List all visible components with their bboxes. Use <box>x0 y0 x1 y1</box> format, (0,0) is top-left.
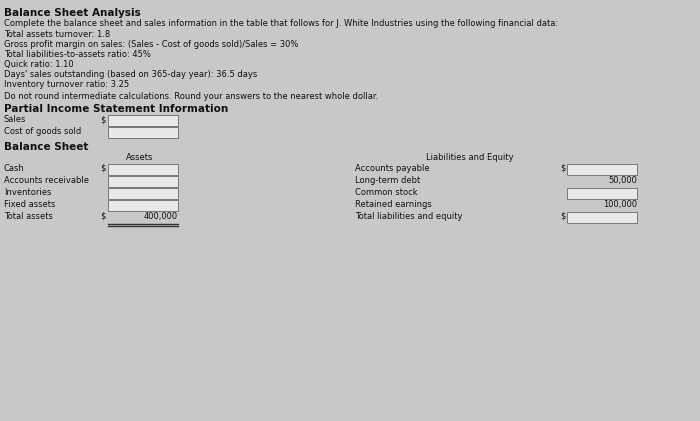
Text: Quick ratio: 1.10: Quick ratio: 1.10 <box>4 60 74 69</box>
Text: Retained earnings: Retained earnings <box>355 200 432 209</box>
Text: $: $ <box>560 164 566 173</box>
Text: Accounts receivable: Accounts receivable <box>4 176 89 185</box>
Text: Complete the balance sheet and sales information in the table that follows for J: Complete the balance sheet and sales inf… <box>4 19 558 28</box>
Text: Balance Sheet: Balance Sheet <box>4 142 88 152</box>
Bar <box>108 115 178 126</box>
Text: Liabilities and Equity: Liabilities and Equity <box>426 153 514 162</box>
Text: Fixed assets: Fixed assets <box>4 200 55 209</box>
Text: $: $ <box>100 164 106 173</box>
Text: $: $ <box>100 115 106 124</box>
Text: Long-term debt: Long-term debt <box>355 176 420 185</box>
Text: Balance Sheet Analysis: Balance Sheet Analysis <box>4 8 141 18</box>
Bar <box>108 200 178 211</box>
Text: Inventories: Inventories <box>4 188 51 197</box>
Bar <box>108 188 178 199</box>
Text: Total liabilities-to-assets ratio: 45%: Total liabilities-to-assets ratio: 45% <box>4 50 151 59</box>
Text: Do not round intermediate calculations. Round your answers to the nearest whole : Do not round intermediate calculations. … <box>4 92 378 101</box>
Text: Sales: Sales <box>4 115 27 124</box>
Text: Total assets turnover: 1.8: Total assets turnover: 1.8 <box>4 30 111 39</box>
Text: $: $ <box>100 212 106 221</box>
Bar <box>108 164 178 175</box>
Bar <box>567 212 637 223</box>
Text: Assets: Assets <box>126 153 154 162</box>
Text: Days' sales outstanding (based on 365-day year): 36.5 days: Days' sales outstanding (based on 365-da… <box>4 70 258 79</box>
Text: Accounts payable: Accounts payable <box>355 164 430 173</box>
Text: 100,000: 100,000 <box>603 200 637 209</box>
Text: Total liabilities and equity: Total liabilities and equity <box>355 212 463 221</box>
Text: 50,000: 50,000 <box>608 176 637 185</box>
Text: Common stock: Common stock <box>355 188 418 197</box>
Text: Gross profit margin on sales: (Sales - Cost of goods sold)/Sales = 30%: Gross profit margin on sales: (Sales - C… <box>4 40 298 49</box>
Bar <box>108 176 178 187</box>
Text: Cash: Cash <box>4 164 25 173</box>
Bar <box>567 164 637 175</box>
Bar <box>567 188 637 199</box>
Bar <box>108 127 178 138</box>
Text: Inventory turnover ratio: 3.25: Inventory turnover ratio: 3.25 <box>4 80 129 89</box>
Text: Cost of goods sold: Cost of goods sold <box>4 127 81 136</box>
Text: Partial Income Statement Information: Partial Income Statement Information <box>4 104 228 114</box>
Text: $: $ <box>560 212 566 221</box>
Text: 400,000: 400,000 <box>144 212 178 221</box>
Text: Total assets: Total assets <box>4 212 53 221</box>
